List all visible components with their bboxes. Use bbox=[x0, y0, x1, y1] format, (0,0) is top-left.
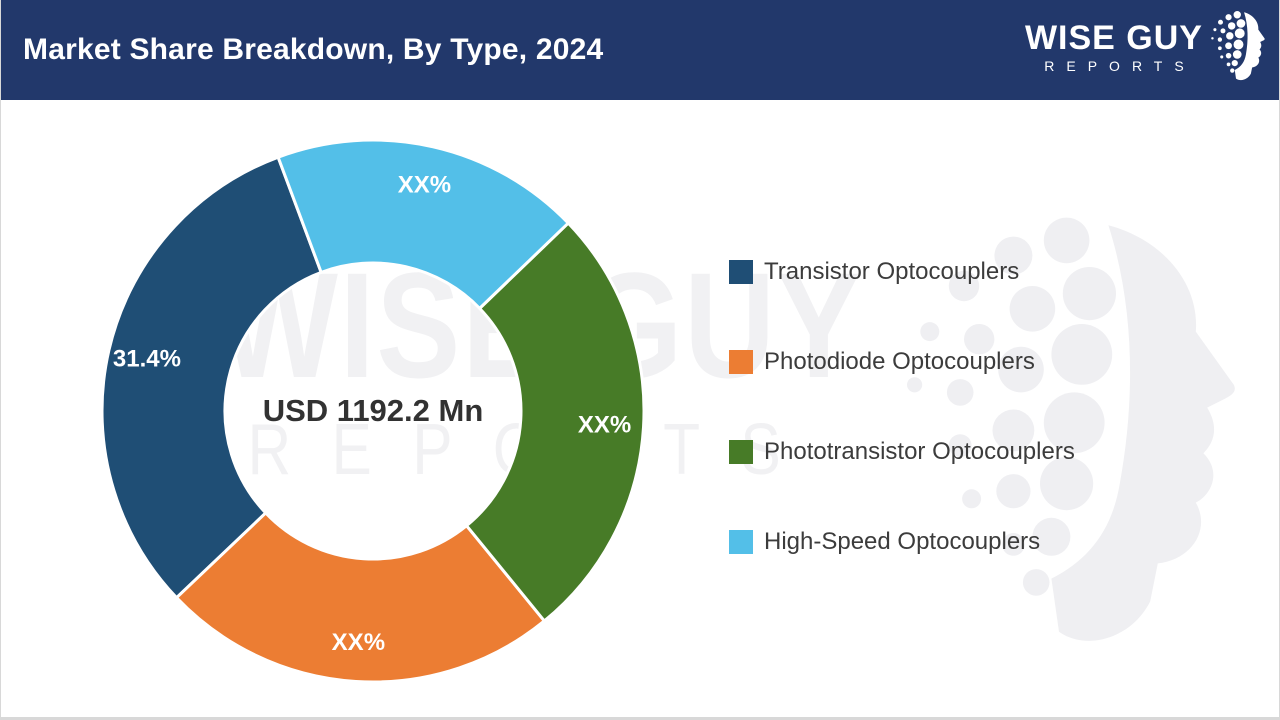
slice-label-phototransistor-optocouplers: XX% bbox=[578, 411, 631, 438]
slice-label-photodiode-optocouplers: XX% bbox=[332, 629, 385, 656]
logo-text: WISE GUY REPORTS bbox=[1025, 21, 1203, 73]
legend-swatch-photodiode bbox=[729, 350, 753, 374]
logo-subtitle: REPORTS bbox=[1044, 58, 1196, 74]
chart-center-value: USD 1192.2 Mn bbox=[262, 393, 484, 428]
legend-label: High-Speed Optocouplers bbox=[764, 528, 1041, 555]
slice-label-high-speed-optocouplers: XX% bbox=[398, 171, 451, 198]
chart-legend: Transistor Optocouplers Photodiode Optoc… bbox=[729, 257, 1075, 557]
legend-label: Transistor Optocouplers bbox=[764, 258, 1020, 285]
logo-face-icon bbox=[1211, 11, 1265, 81]
page-title: Market Share Breakdown, By Type, 2024 bbox=[23, 33, 604, 66]
donut-slice-photodiode-optocouplers bbox=[175, 511, 546, 684]
logo-wordmark: WISE GUY bbox=[1024, 19, 1203, 57]
legend-item-high-speed-optocouplers: High-Speed Optocouplers bbox=[729, 527, 1075, 557]
donut-slice-transistor-optocouplers bbox=[100, 155, 323, 600]
legend-label: Photodiode Optocouplers bbox=[764, 348, 1035, 375]
donut-slice-phototransistor-optocouplers bbox=[465, 221, 646, 623]
slice-label-transistor-optocouplers: 31.4% bbox=[113, 345, 181, 372]
legend-item-transistor-optocouplers: Transistor Optocouplers bbox=[729, 257, 1075, 287]
legend-item-phototransistor-optocouplers: Phototransistor Optocouplers bbox=[729, 437, 1075, 467]
legend-swatch-phototransistor bbox=[729, 440, 753, 464]
wise-guy-reports-logo: WISE GUY REPORTS bbox=[1025, 8, 1267, 86]
donut-slice-high-speed-optocouplers bbox=[276, 138, 570, 310]
legend-label: Phototransistor Optocouplers bbox=[764, 438, 1075, 465]
header-bar: Market Share Breakdown, By Type, 2024 WI… bbox=[1, 0, 1279, 100]
legend-swatch-transistor bbox=[729, 260, 753, 284]
legend-swatch-high-speed bbox=[729, 530, 753, 554]
legend-item-photodiode-optocouplers: Photodiode Optocouplers bbox=[729, 347, 1075, 377]
